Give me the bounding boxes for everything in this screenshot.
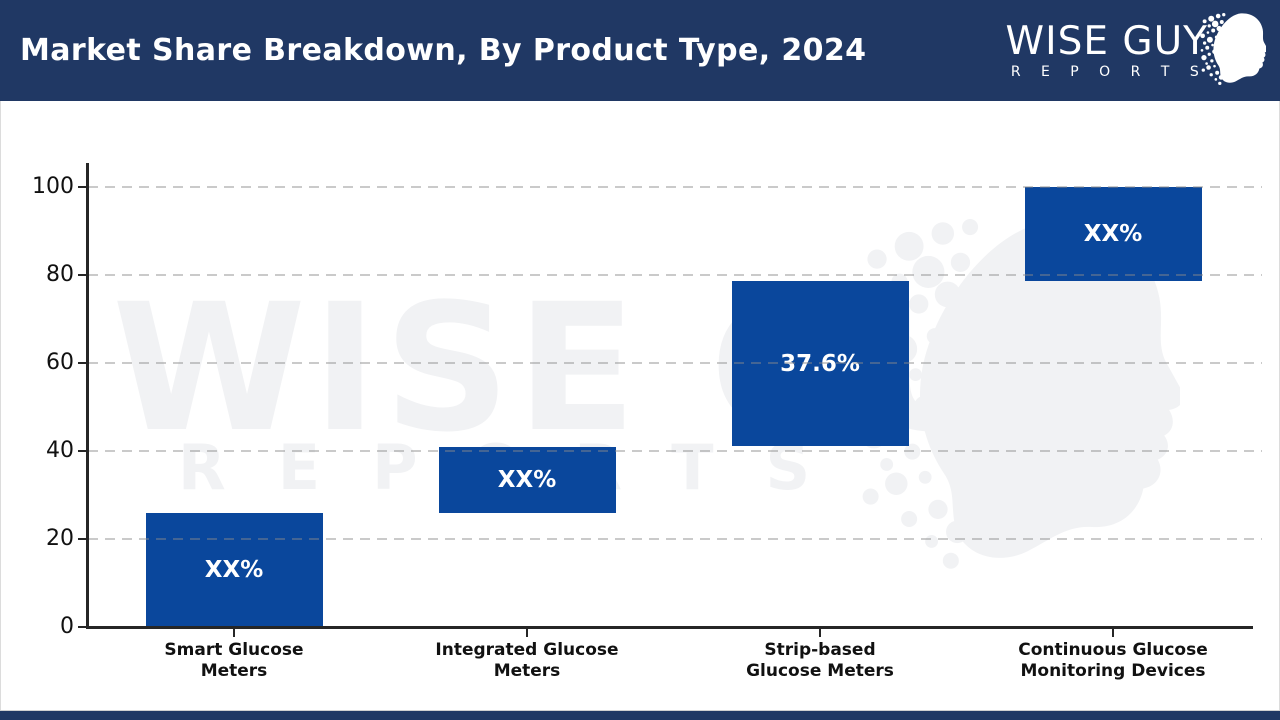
bar-integrated-glucose-meters: XX% [438,447,616,513]
bar-value-label: XX% [1083,221,1143,247]
y-tick-label-80: 80 [46,262,74,287]
y-tick-label-0: 0 [60,614,74,639]
x-tick-mark-2 [526,629,528,637]
footer-bar [0,711,1280,720]
y-tick-mark-60 [78,362,86,364]
gridline-40 [88,450,1262,452]
y-tick-mark-0 [78,626,86,628]
x-tick-mark-1 [233,629,235,637]
bottom-border [0,710,1280,711]
x-axis-line [86,626,1253,629]
y-tick-mark-20 [78,538,86,540]
logo-wise-guy-label: WISE GUY [1005,18,1208,64]
y-tick-mark-40 [78,450,86,452]
bar-value-label: XX% [204,557,264,583]
page-title: Market Share Breakdown, By Product Type,… [20,33,867,68]
gridline-60 [88,362,1262,364]
bar-value-label: 37.6% [780,350,860,377]
x-category-label-1: Smart Glucose Meters [164,640,304,681]
logo-text: WISE GUY R E P O R T S [1006,22,1208,80]
bar-continuous-glucose-monitoring-devices: XX% [1024,187,1202,281]
x-tick-mark-3 [819,629,821,637]
x-category-label-3: Strip-based Glucose Meters [746,640,894,681]
x-tick-mark-4 [1112,629,1114,637]
header-bar: Market Share Breakdown, By Product Type,… [0,0,1280,101]
y-tick-label-100: 100 [32,174,74,199]
left-border [0,101,1,711]
logo-face-icon [1200,12,1266,85]
y-tick-mark-80 [78,274,86,276]
bar-value-label: XX% [497,467,557,493]
wise-guy-reports-logo: WISE GUY R E P O R T S [1006,11,1266,91]
y-tick-mark-100 [78,186,86,188]
y-tick-label-60: 60 [46,350,74,375]
x-category-label-2: Integrated Glucose Meters [435,640,619,681]
y-tick-label-40: 40 [46,438,74,463]
bar-strip-based-glucose-meters: 37.6% [731,281,909,446]
logo-reports-label: R E P O R T S [1010,63,1207,80]
y-axis-line [86,163,89,629]
x-category-label-4: Continuous Glucose Monitoring Devices [1018,640,1208,681]
bar-smart-glucose-meters: XX% [145,513,323,627]
y-tick-label-20: 20 [46,526,74,551]
